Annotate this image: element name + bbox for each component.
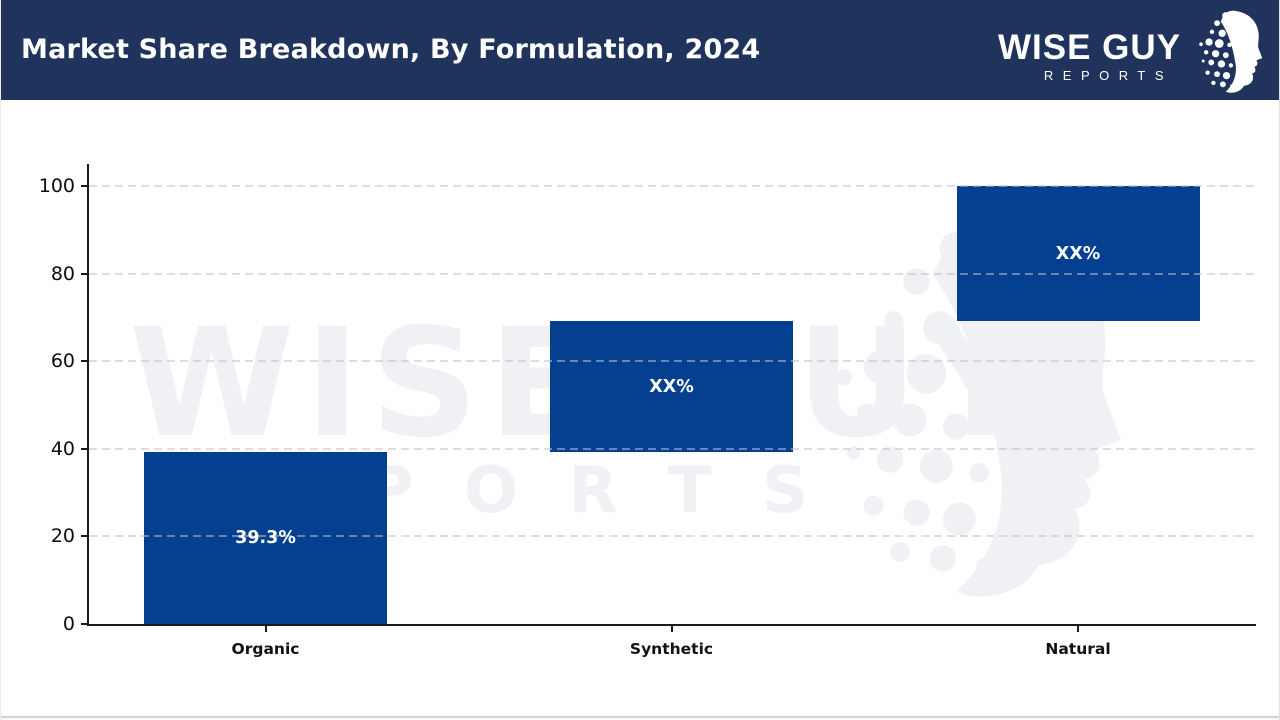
y-tick-label: 100	[38, 175, 75, 197]
y-tickmark	[81, 360, 89, 363]
x-axis-spine	[87, 624, 1256, 626]
y-tick-label: 60	[50, 350, 75, 373]
y-tick-label: 0	[62, 613, 75, 635]
gridline-y-40	[89, 447, 1256, 450]
x-tickmark	[1077, 624, 1079, 632]
x-tick-label-organic: Organic	[231, 640, 300, 658]
gridline-y-20	[89, 535, 1256, 538]
y-tickmark	[81, 447, 89, 450]
gridline-y-100	[89, 185, 1256, 187]
gridline-y-80	[89, 272, 1256, 275]
plot-area: 0 20 40 60 80 100 39.3% XX% XX% Organic Synthetic N…	[1, 100, 1279, 717]
y-tick-label: 20	[50, 525, 75, 548]
brand-face-icon	[1199, 10, 1263, 93]
bar-value-label: 39.3%	[235, 527, 296, 548]
y-tick-label: 40	[50, 437, 75, 460]
bar-value-label: XX%	[649, 376, 694, 397]
y-tickmark	[81, 535, 89, 538]
brand-wordmark: WISE GUY	[997, 28, 1181, 67]
y-tick-label: 80	[50, 262, 75, 285]
header-bar: Market Share Breakdown, By Formulation, …	[1, 0, 1279, 100]
y-tickmark	[81, 623, 89, 625]
bottom-padding	[1, 718, 1279, 720]
gridline-y-60	[89, 360, 1256, 363]
x-tickmark	[264, 624, 267, 632]
brand-logo: WISE GUY REPORTS	[998, 6, 1269, 96]
y-tickmark	[81, 272, 89, 275]
x-tickmark	[670, 624, 673, 632]
x-tick-label-synthetic: Synthetic	[629, 640, 714, 658]
bar-organic	[144, 451, 387, 624]
y-axis-spine	[87, 164, 89, 626]
x-tick-label-natural: Natural	[1045, 640, 1111, 658]
brand-reports-label: REPORTS	[1043, 68, 1173, 83]
bottom-rule	[1, 716, 1279, 718]
chart-title: Market Share Breakdown, By Formulation, …	[21, 34, 761, 65]
y-tickmark	[81, 185, 89, 187]
bar-value-label: XX%	[1055, 243, 1101, 264]
bar-synthetic	[550, 321, 793, 452]
